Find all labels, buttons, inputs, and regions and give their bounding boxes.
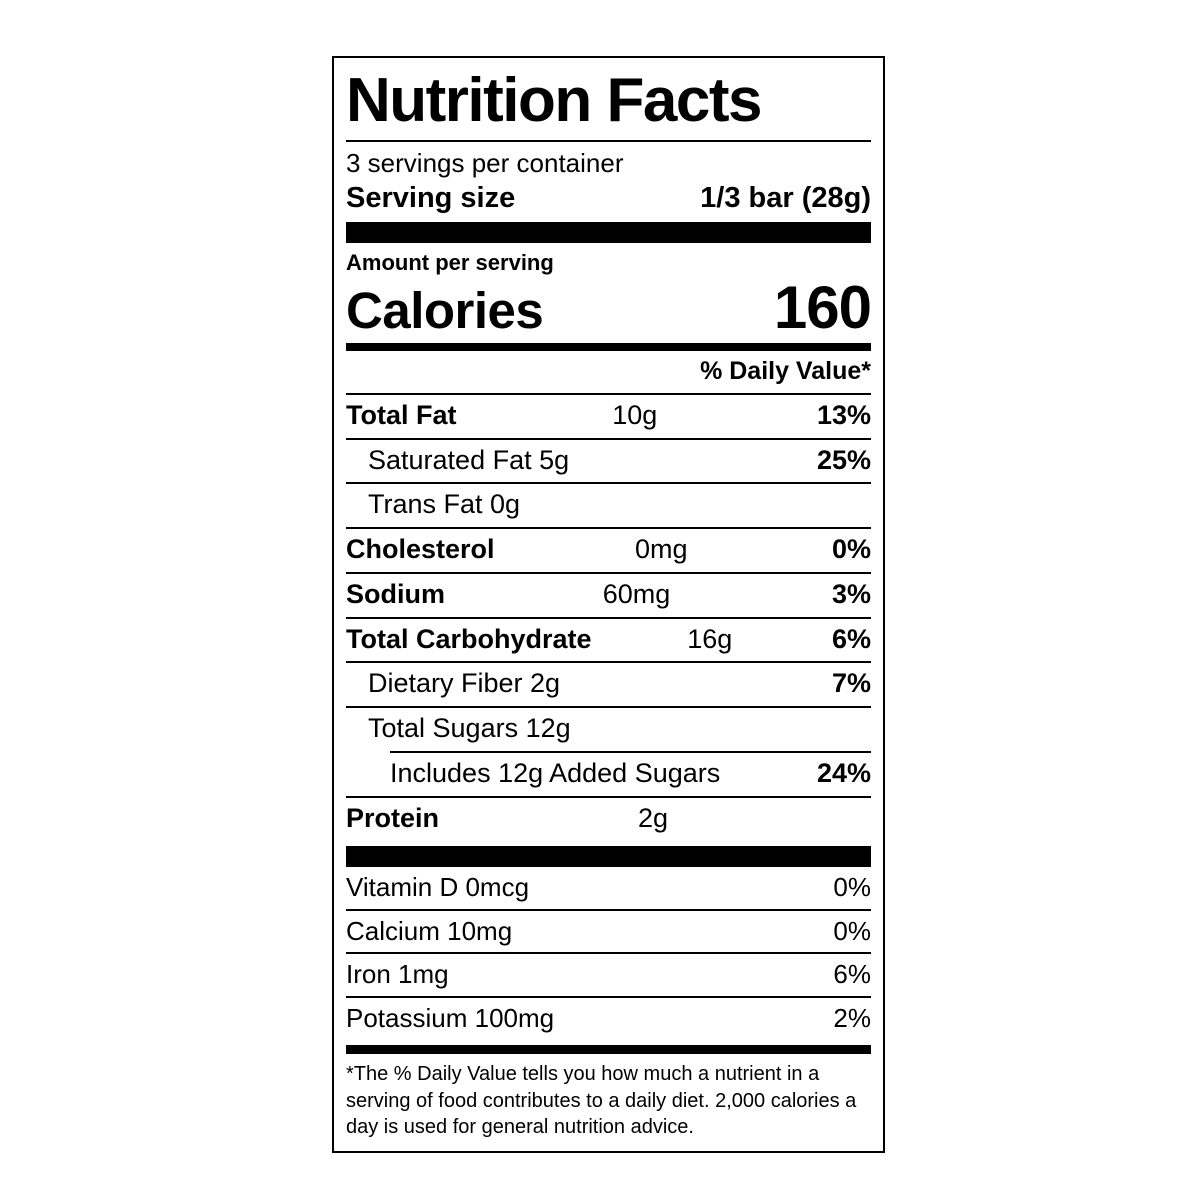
row-cholesterol: Cholesterol 0mg 0% [346, 527, 871, 572]
calories-value: 160 [773, 274, 872, 342]
divider-thick-bottom [346, 846, 871, 868]
row-iron-name: Iron 1mg [346, 959, 449, 990]
row-cholesterol-name: Cholesterol [346, 534, 495, 565]
row-cholesterol-amount: 0mg [634, 534, 688, 565]
row-total-sugars: Total Sugars 12g [346, 706, 871, 751]
row-sodium-dv: 3% [831, 578, 872, 609]
row-calcium-dv: 0% [833, 915, 871, 946]
row-total-fat: Total Fat 10g 13% [346, 392, 872, 438]
row-sodium: Sodium 60mg 3% [346, 571, 872, 617]
row-cholesterol-dv: 0% [831, 534, 871, 565]
row-sodium-amount: 60mg [602, 578, 671, 609]
calories-label: Calories [346, 282, 544, 340]
row-total-carbohydrate: Total Carbohydrate 16g 6% [346, 616, 871, 662]
row-saturated-fat: Saturated Fat 5g 25% [346, 437, 871, 483]
row-iron-dv: 6% [833, 959, 871, 990]
divider-thick-top [346, 221, 871, 243]
row-potassium-name: Potassium 100mg [346, 1002, 555, 1033]
divider-above-footnote [346, 1045, 871, 1055]
row-potassium: Potassium 100mg 2% [346, 995, 871, 1040]
row-added-sugars: Includes 12g Added Sugars 24% [390, 750, 871, 796]
row-saturated-fat-name: Saturated Fat 5g [368, 444, 570, 475]
row-dietary-fiber-name: Dietary Fiber 2g [368, 668, 561, 699]
row-protein-name: Protein [346, 802, 440, 833]
row-vitamin-d-dv: 0% [833, 872, 871, 903]
divider-under-title [346, 140, 871, 142]
row-saturated-fat-dv: 25% [816, 444, 871, 475]
calories-row: Calories 160 [346, 274, 872, 343]
daily-value-footnote: *The % Daily Value tells you how much a … [346, 1063, 857, 1139]
row-vitamin-d-name: Vitamin D 0mcg [346, 872, 530, 903]
row-calcium: Calcium 10mg 0% [346, 908, 871, 953]
row-iron: Iron 1mg 6% [346, 952, 871, 996]
divider-medium-under-calories [346, 343, 871, 352]
page-title: Nutrition Facts [346, 66, 762, 135]
row-dietary-fiber: Dietary Fiber 2g 7% [346, 661, 871, 706]
row-vitamin-d: Vitamin D 0mcg 0% [346, 867, 871, 909]
daily-value-header: % Daily Value* [700, 357, 871, 386]
row-total-carbohydrate-name: Total Carbohydrate [346, 623, 592, 654]
row-protein: Protein 2g [346, 795, 871, 841]
row-total-sugars-name: Total Sugars 12g [368, 713, 571, 744]
row-potassium-dv: 2% [833, 1002, 871, 1033]
row-total-carbohydrate-dv: 6% [831, 623, 871, 654]
row-calcium-name: Calcium 10mg [346, 915, 513, 946]
row-dietary-fiber-dv: 7% [831, 668, 871, 699]
row-total-carbohydrate-amount: 16g [687, 623, 733, 654]
row-added-sugars-name: Includes 12g Added Sugars [390, 757, 721, 788]
serving-size-label: Serving size [346, 182, 516, 215]
nutrition-facts-panel: Nutrition Facts 3 servings per container… [332, 56, 885, 1153]
row-added-sugars-dv: 24% [816, 757, 871, 788]
row-sodium-name: Sodium [346, 578, 445, 609]
row-trans-fat: Trans Fat 0g [346, 482, 871, 527]
row-protein-amount: 2g [637, 802, 669, 833]
serving-size-value: 1/3 bar (28g) [700, 182, 871, 215]
serving-size-row: Serving size 1/3 bar (28g) [346, 180, 871, 222]
amount-per-serving-label: Amount per serving [346, 249, 554, 275]
row-total-fat-name: Total Fat [346, 399, 457, 430]
servings-per-container: 3 servings per container [346, 148, 624, 178]
row-trans-fat-name: Trans Fat 0g [368, 489, 521, 520]
row-total-fat-dv: 13% [816, 399, 872, 430]
row-total-fat-amount: 10g [612, 399, 658, 430]
